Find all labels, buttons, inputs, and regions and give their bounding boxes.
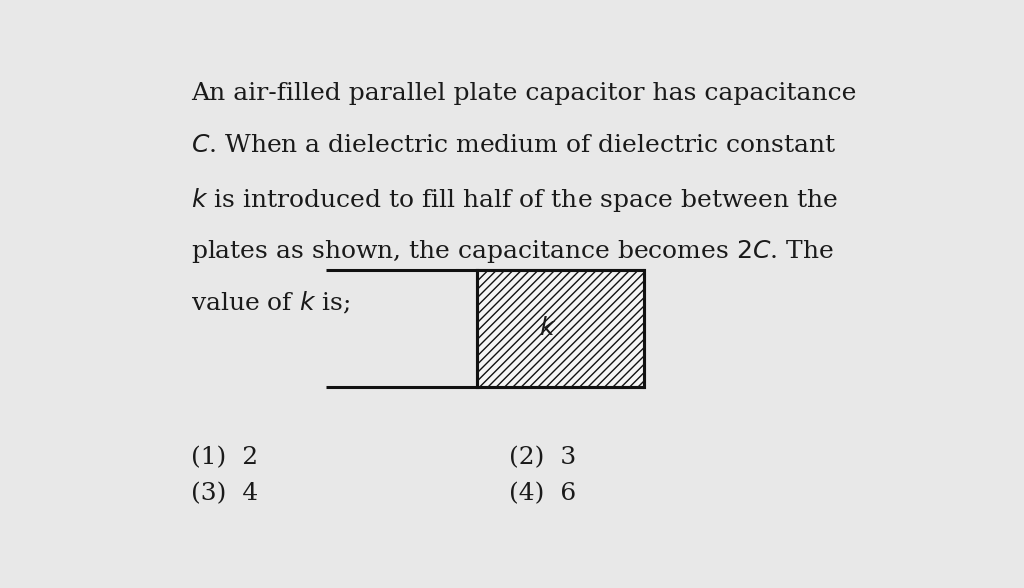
Text: (1)  2: (1) 2 [191, 446, 259, 469]
Text: (2)  3: (2) 3 [509, 446, 577, 469]
Bar [477, 270, 644, 387]
Text: $k$ is introduced to fill half of the space between the: $k$ is introduced to fill half of the sp… [191, 186, 839, 214]
Text: $C$. When a dielectric medium of dielectric constant: $C$. When a dielectric medium of dielect… [191, 134, 837, 157]
Text: An air-filled parallel plate capacitor has capacitance: An air-filled parallel plate capacitor h… [191, 82, 857, 105]
Text: $k$: $k$ [539, 317, 556, 340]
Text: (3)  4: (3) 4 [191, 482, 259, 506]
Text: plates as shown, the capacitance becomes $2C$. The: plates as shown, the capacitance becomes… [191, 238, 835, 265]
Text: (4)  6: (4) 6 [509, 482, 577, 506]
Text: value of $k$ is;: value of $k$ is; [191, 290, 351, 316]
